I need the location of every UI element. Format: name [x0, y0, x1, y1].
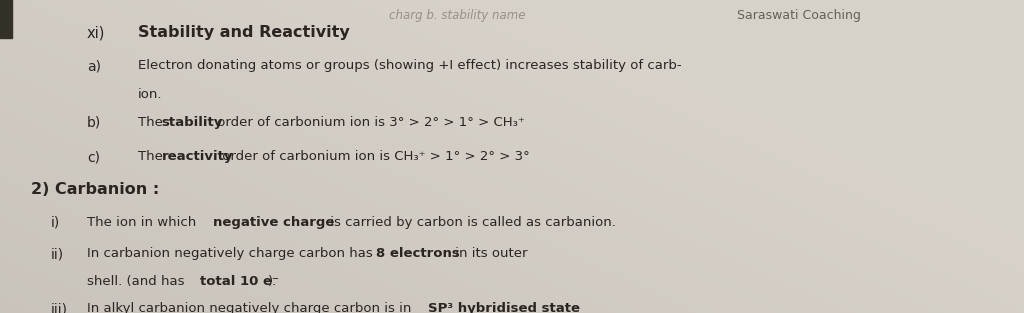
Text: 8 electrons: 8 electrons [376, 247, 460, 260]
Text: b): b) [87, 116, 101, 130]
Text: i): i) [51, 216, 60, 230]
Text: ion.: ion. [138, 88, 163, 101]
Text: total 10 e⁻: total 10 e⁻ [200, 275, 279, 289]
Text: negative charge: negative charge [213, 216, 335, 229]
Text: stability: stability [162, 116, 223, 129]
Text: is carried by carbon is called as carbanion.: is carried by carbon is called as carban… [326, 216, 615, 229]
Text: a): a) [87, 59, 101, 74]
Text: charg b. stability name: charg b. stability name [389, 9, 525, 23]
Text: ii): ii) [51, 247, 65, 261]
Text: ).: ). [268, 275, 278, 289]
Text: The ion in which: The ion in which [87, 216, 201, 229]
Text: order of carbonium ion is CH₃⁺ > 1° > 2° > 3°: order of carbonium ion is CH₃⁺ > 1° > 2°… [218, 150, 529, 163]
Text: Electron donating atoms or groups (showing +I effect) increases stability of car: Electron donating atoms or groups (showi… [138, 59, 682, 73]
Text: in its outer: in its outer [451, 247, 527, 260]
Text: order of carbonium ion is 3° > 2° > 1° > CH₃⁺: order of carbonium ion is 3° > 2° > 1° >… [213, 116, 524, 129]
Bar [0, 0, 12, 38]
Text: Stability and Reactivity: Stability and Reactivity [138, 25, 350, 40]
Text: c): c) [87, 150, 100, 164]
Text: iii): iii) [51, 302, 69, 313]
Text: shell. (and has: shell. (and has [87, 275, 188, 289]
Text: SP³ hybridised state: SP³ hybridised state [428, 302, 580, 313]
Text: xi): xi) [87, 25, 105, 40]
Text: The: The [138, 150, 167, 163]
Text: The: The [138, 116, 167, 129]
Text: 2) Carbanion :: 2) Carbanion : [31, 182, 159, 197]
Text: Saraswati Coaching: Saraswati Coaching [737, 9, 861, 23]
Text: In alkyl carbanion negatively charge carbon is in: In alkyl carbanion negatively charge car… [87, 302, 416, 313]
Text: reactivity: reactivity [162, 150, 233, 163]
Text: In carbanion negatively charge carbon has: In carbanion negatively charge carbon ha… [87, 247, 377, 260]
